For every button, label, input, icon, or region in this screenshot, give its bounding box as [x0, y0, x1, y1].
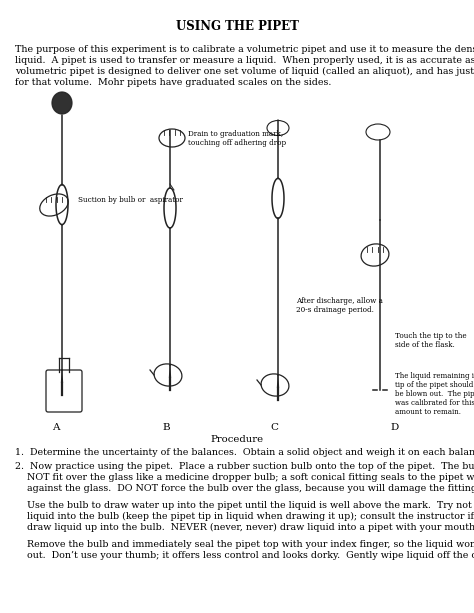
- Text: liquid.  A pipet is used to transfer or measure a liquid.  When properly used, i: liquid. A pipet is used to transfer or m…: [15, 56, 474, 65]
- Text: Suction by bulb or  aspirator: Suction by bulb or aspirator: [78, 196, 183, 204]
- Text: amount to remain.: amount to remain.: [395, 408, 461, 416]
- Text: 1.  Determine the uncertainty of the balances.  Obtain a solid object and weigh : 1. Determine the uncertainty of the bala…: [15, 448, 474, 457]
- Text: 20-s drainage period.: 20-s drainage period.: [296, 306, 374, 314]
- Text: 2.  Now practice using the pipet.  Place a rubber suction bulb onto the top of t: 2. Now practice using the pipet. Place a…: [15, 462, 474, 471]
- Text: touching off adhering drop: touching off adhering drop: [188, 139, 286, 147]
- Ellipse shape: [52, 92, 72, 114]
- Text: volumetric pipet is designed to deliver one set volume of liquid (called an aliq: volumetric pipet is designed to deliver …: [15, 67, 474, 76]
- Text: liquid into the bulb (keep the pipet tip in liquid when drawing it up); consult : liquid into the bulb (keep the pipet tip…: [15, 512, 474, 521]
- Text: was calibrated for this: was calibrated for this: [395, 399, 474, 407]
- Text: The liquid remaining in the: The liquid remaining in the: [395, 372, 474, 380]
- Text: be blown out.  The pipet: be blown out. The pipet: [395, 390, 474, 398]
- Text: B: B: [162, 423, 170, 432]
- Text: for that volume.  Mohr pipets have graduated scales on the sides.: for that volume. Mohr pipets have gradua…: [15, 78, 331, 87]
- Text: draw liquid up into the bulb.  NEVER (never, never) draw liquid into a pipet wit: draw liquid up into the bulb. NEVER (nev…: [15, 523, 474, 532]
- Text: Procedure: Procedure: [210, 435, 264, 444]
- Text: tip of the pipet should not: tip of the pipet should not: [395, 381, 474, 389]
- Text: out.  Don’t use your thumb; it offers less control and looks dorky.  Gently wipe: out. Don’t use your thumb; it offers les…: [15, 551, 474, 560]
- Text: D: D: [390, 423, 398, 432]
- Text: Drain to graduation mark,: Drain to graduation mark,: [188, 130, 283, 138]
- Text: After discharge, allow a: After discharge, allow a: [296, 297, 383, 305]
- Text: Touch the tip to the: Touch the tip to the: [395, 332, 466, 340]
- Text: against the glass.  DO NOT force the bulb over the glass, because you will damag: against the glass. DO NOT force the bulb…: [15, 484, 474, 493]
- Text: C: C: [270, 423, 278, 432]
- Text: NOT fit over the glass like a medicine dropper bulb; a soft conical fitting seal: NOT fit over the glass like a medicine d…: [15, 473, 474, 482]
- Text: side of the flask.: side of the flask.: [395, 341, 455, 349]
- Text: Remove the bulb and immediately seal the pipet top with your index finger, so th: Remove the bulb and immediately seal the…: [15, 540, 474, 549]
- Text: USING THE PIPET: USING THE PIPET: [175, 20, 299, 32]
- Text: A: A: [52, 423, 60, 432]
- Text: Use the bulb to draw water up into the pipet until the liquid is well above the : Use the bulb to draw water up into the p…: [15, 501, 474, 510]
- Text: The purpose of this experiment is to calibrate a volumetric pipet and use it to : The purpose of this experiment is to cal…: [15, 45, 474, 54]
